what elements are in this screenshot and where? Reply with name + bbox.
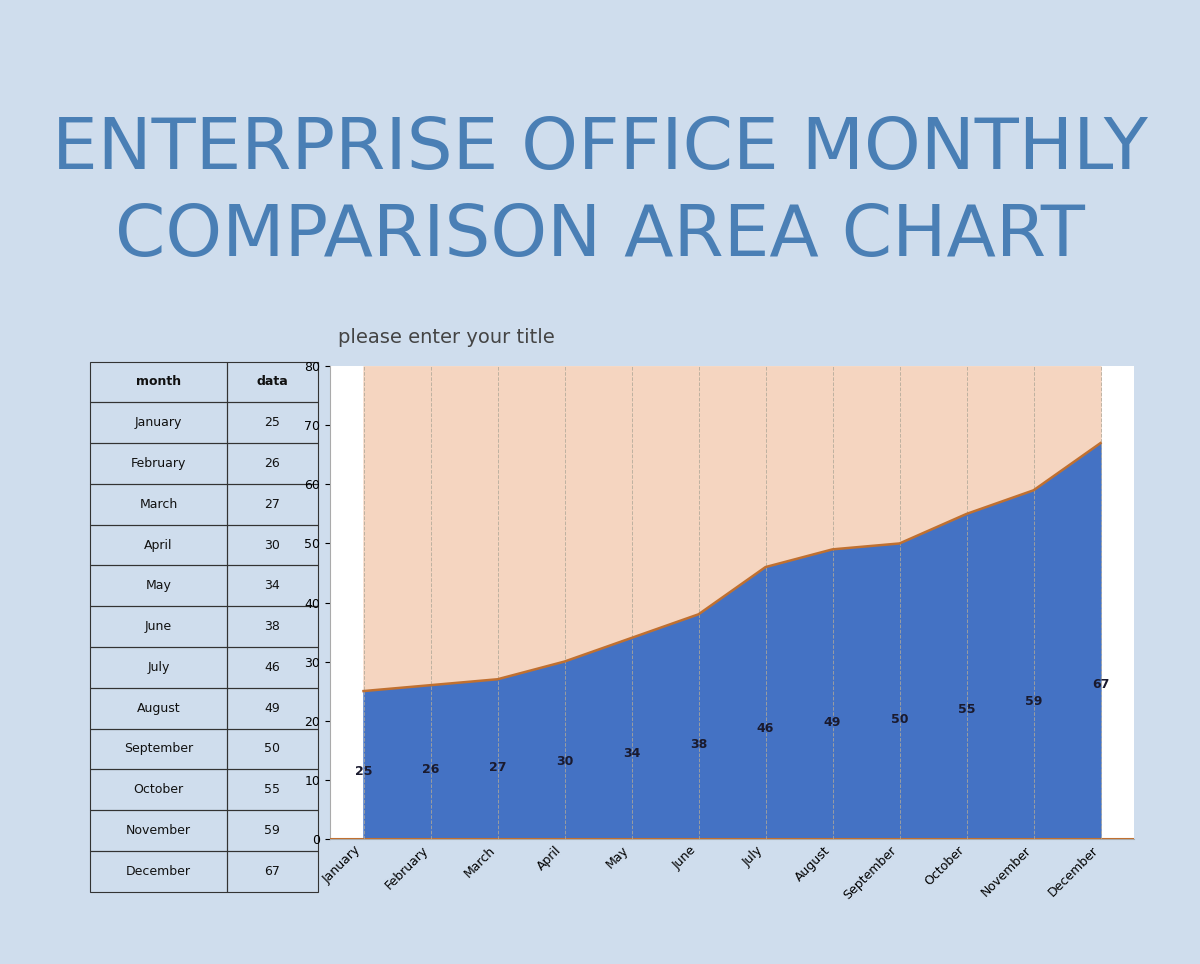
Text: May: May — [145, 579, 172, 592]
Text: 30: 30 — [556, 755, 574, 767]
Bar — [90, 687, 227, 729]
Text: 27: 27 — [488, 761, 506, 774]
Bar — [227, 606, 318, 647]
Text: ENTERPRISE OFFICE MONTHLY: ENTERPRISE OFFICE MONTHLY — [52, 115, 1148, 184]
Bar — [90, 566, 227, 606]
Text: 27: 27 — [264, 497, 281, 511]
Bar — [227, 402, 318, 443]
Text: 38: 38 — [264, 620, 281, 633]
Text: 26: 26 — [264, 457, 281, 470]
Bar — [227, 851, 318, 892]
Text: 55: 55 — [264, 783, 281, 796]
Bar — [90, 647, 227, 687]
Text: 25: 25 — [264, 416, 281, 429]
Bar — [90, 484, 227, 524]
Text: August: August — [137, 702, 180, 714]
Bar — [227, 810, 318, 851]
Bar — [90, 810, 227, 851]
Bar — [227, 566, 318, 606]
Text: 49: 49 — [824, 715, 841, 729]
Bar — [227, 729, 318, 769]
Bar — [90, 606, 227, 647]
Text: please enter your title: please enter your title — [338, 329, 554, 347]
Bar — [227, 524, 318, 566]
Bar — [227, 362, 318, 402]
Text: November: November — [126, 824, 191, 837]
Text: December: December — [126, 865, 191, 878]
Text: data: data — [257, 375, 288, 388]
Text: July: July — [148, 661, 169, 674]
Text: 55: 55 — [958, 703, 976, 716]
Text: month: month — [136, 375, 181, 388]
Bar — [227, 769, 318, 810]
Bar — [90, 729, 227, 769]
Text: 49: 49 — [264, 702, 281, 714]
Text: 46: 46 — [264, 661, 281, 674]
Text: October: October — [133, 783, 184, 796]
Text: 67: 67 — [264, 865, 281, 878]
Bar — [90, 402, 227, 443]
Text: 59: 59 — [1025, 695, 1042, 708]
Bar — [227, 443, 318, 484]
Text: 50: 50 — [890, 713, 908, 727]
Text: 34: 34 — [623, 746, 640, 760]
Text: 25: 25 — [355, 765, 372, 778]
Text: 67: 67 — [1092, 679, 1109, 691]
Text: 59: 59 — [264, 824, 281, 837]
Text: 50: 50 — [264, 742, 281, 756]
Text: April: April — [144, 539, 173, 551]
Text: COMPARISON AREA CHART: COMPARISON AREA CHART — [115, 201, 1085, 271]
Text: 26: 26 — [422, 763, 439, 776]
Text: January: January — [134, 416, 182, 429]
Bar — [227, 687, 318, 729]
Text: 34: 34 — [264, 579, 281, 592]
Bar — [90, 524, 227, 566]
Text: 46: 46 — [757, 722, 774, 735]
Bar — [227, 647, 318, 687]
Bar — [90, 851, 227, 892]
Text: 38: 38 — [690, 738, 707, 751]
Bar — [90, 443, 227, 484]
Text: February: February — [131, 457, 186, 470]
Bar — [90, 362, 227, 402]
Bar — [227, 484, 318, 524]
Bar — [90, 769, 227, 810]
Text: June: June — [145, 620, 172, 633]
Text: September: September — [124, 742, 193, 756]
Text: 30: 30 — [264, 539, 281, 551]
Text: March: March — [139, 497, 178, 511]
